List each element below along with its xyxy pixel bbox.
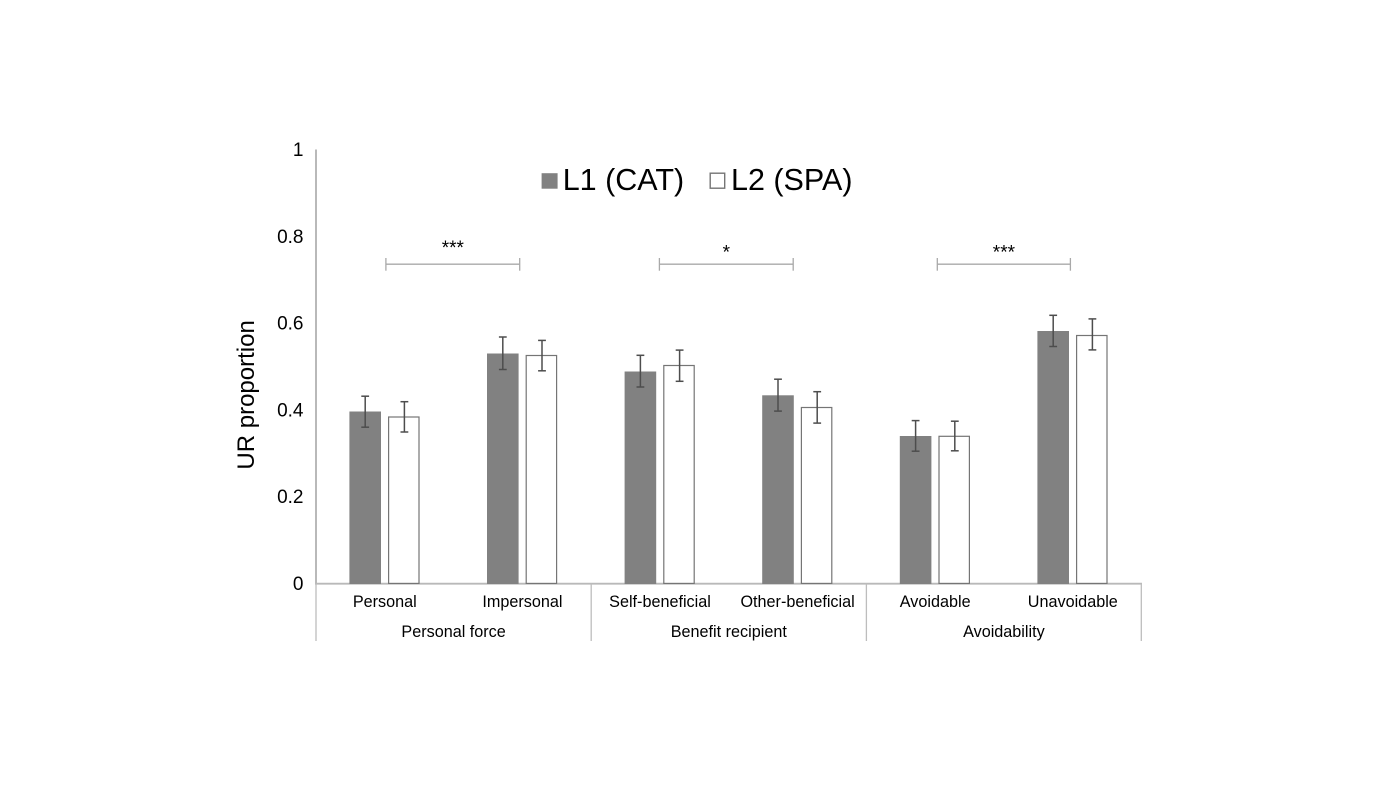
svg-text:0.6: 0.6 <box>277 314 303 335</box>
svg-text:Other-beneficial: Other-beneficial <box>740 593 854 611</box>
svg-text:*: * <box>723 243 731 264</box>
svg-text:***: *** <box>993 243 1016 264</box>
svg-text:Personal: Personal <box>353 593 417 611</box>
svg-text:0: 0 <box>293 574 304 595</box>
svg-text:0.2: 0.2 <box>277 487 303 508</box>
svg-text:Avoidability: Avoidability <box>963 623 1045 641</box>
svg-text:Avoidable: Avoidable <box>900 593 971 611</box>
svg-text:1: 1 <box>293 140 304 161</box>
svg-text:Impersonal: Impersonal <box>482 593 562 611</box>
svg-text:Unavoidable: Unavoidable <box>1028 593 1118 611</box>
svg-text:0.8: 0.8 <box>277 227 303 248</box>
svg-text:0.4: 0.4 <box>277 400 304 421</box>
svg-text:Benefit recipient: Benefit recipient <box>671 623 788 641</box>
svg-text:UR proportion: UR proportion <box>233 320 260 469</box>
svg-text:***: *** <box>442 238 465 259</box>
svg-text:L1 (CAT): L1 (CAT) <box>563 163 684 197</box>
svg-text:Personal force: Personal force <box>401 623 505 641</box>
svg-text:Self-beneficial: Self-beneficial <box>609 593 711 611</box>
svg-text:L2 (SPA): L2 (SPA) <box>731 163 852 197</box>
